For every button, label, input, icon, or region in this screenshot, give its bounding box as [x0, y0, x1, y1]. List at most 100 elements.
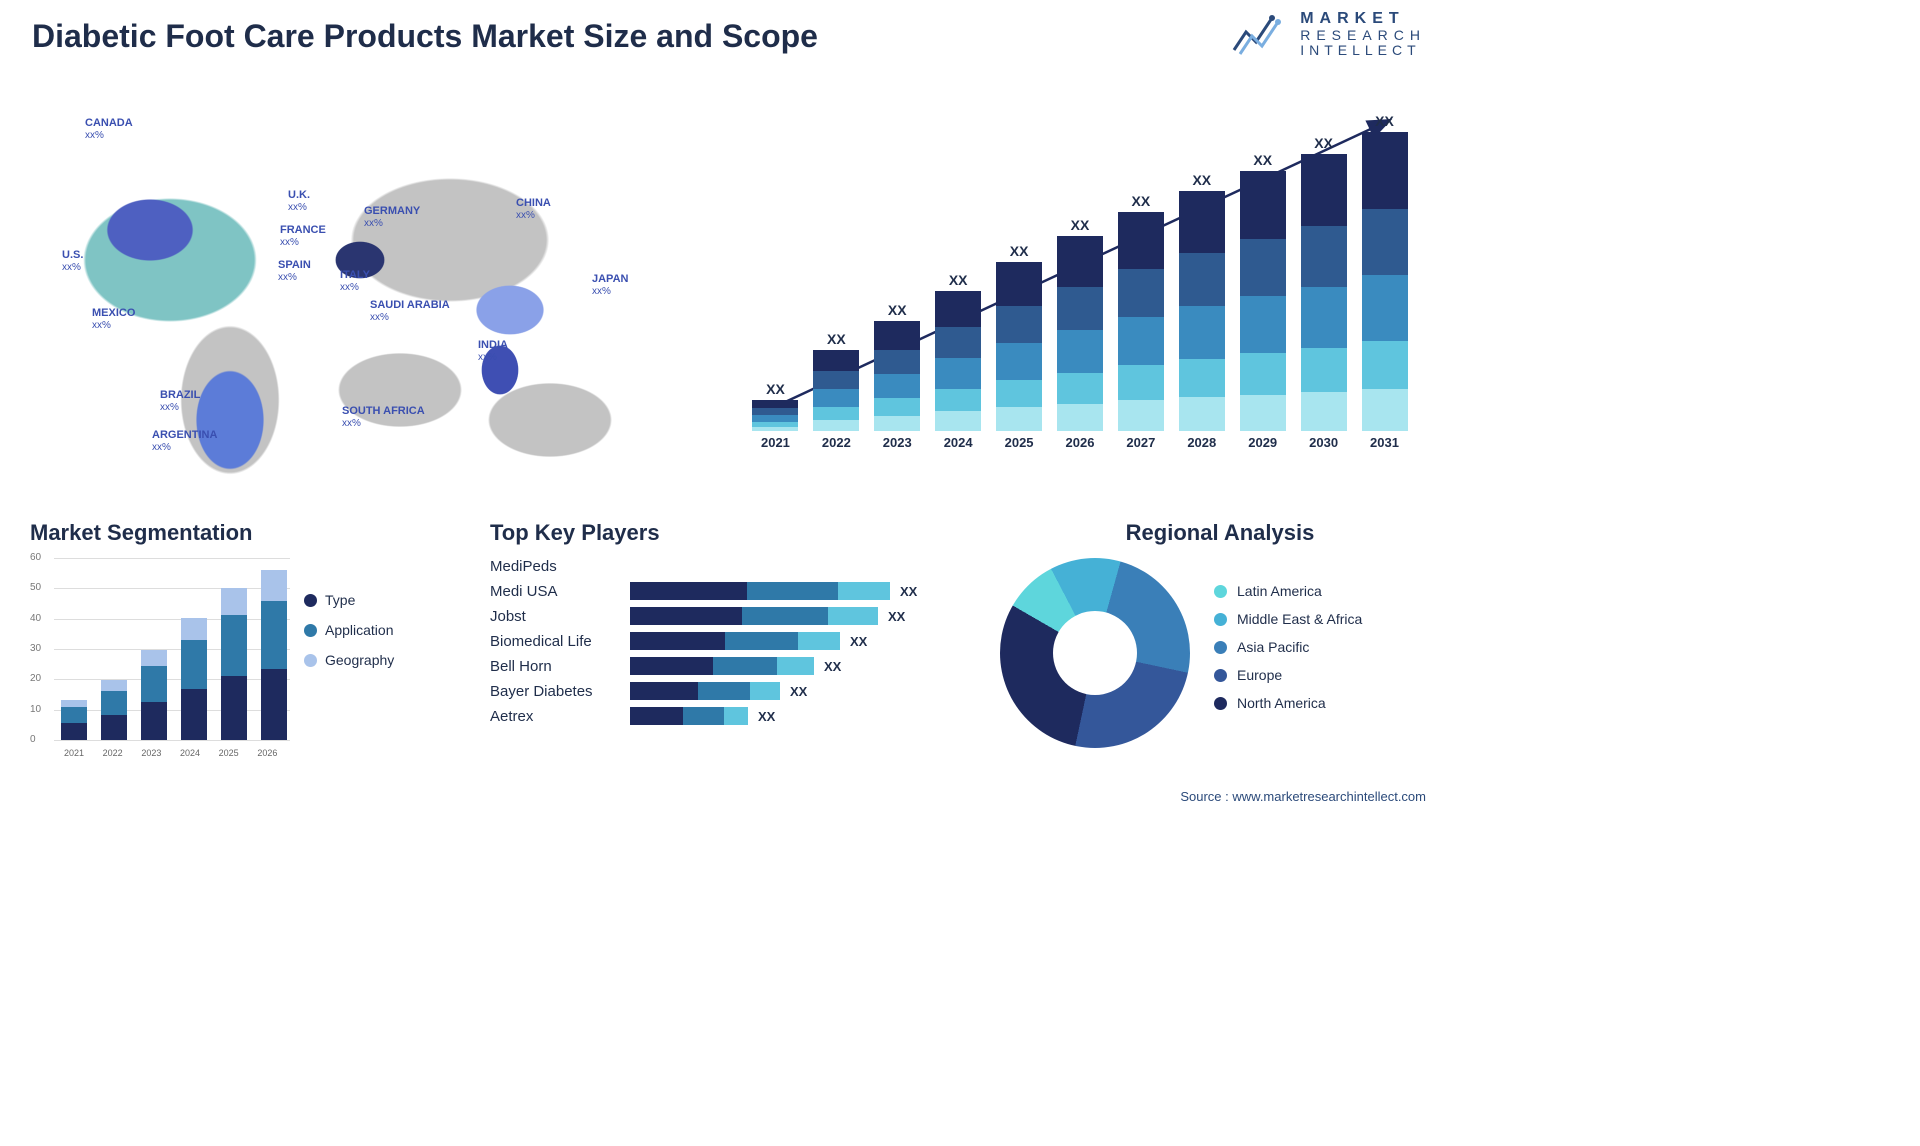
key-player-name: Jobst [490, 608, 630, 625]
seg-xlabel: 2023 [135, 748, 167, 758]
forecast-year-label: 2025 [1005, 435, 1034, 450]
key-player-value: XX [900, 584, 917, 599]
seg-bar-2022 [101, 680, 127, 740]
key-player-name: Biomedical Life [490, 633, 630, 650]
forecast-bar-2023: XX 2023 [872, 302, 923, 450]
forecast-bar-2026: XX 2026 [1055, 217, 1106, 450]
seg-bar-2025 [221, 588, 247, 740]
map-label-saudi-arabia: SAUDI ARABIAxx% [370, 300, 450, 323]
seg-xlabel: 2021 [58, 748, 90, 758]
key-player-name: Aetrex [490, 708, 630, 725]
key-player-row: Bayer Diabetes XX [490, 682, 980, 700]
key-player-name: MediPeds [490, 558, 630, 575]
seg-bar-2021 [61, 700, 87, 740]
map-label-japan: JAPANxx% [592, 274, 628, 297]
key-player-value: XX [888, 609, 905, 624]
seg-ytick: 10 [30, 704, 41, 715]
key-player-name: Medi USA [490, 583, 630, 600]
map-label-france: FRANCExx% [280, 225, 326, 248]
map-label-argentina: ARGENTINAxx% [152, 430, 217, 453]
forecast-bar-value: XX [1253, 152, 1272, 168]
seg-legend-item: Application [304, 622, 394, 638]
key-player-name: Bell Horn [490, 658, 630, 675]
seg-bar-2026 [261, 570, 287, 740]
regional-donut-chart [1000, 558, 1190, 748]
key-player-value: XX [790, 684, 807, 699]
seg-ytick: 30 [30, 643, 41, 654]
forecast-year-label: 2022 [822, 435, 851, 450]
logo-icon [1232, 12, 1288, 56]
seg-ytick: 0 [30, 734, 36, 745]
forecast-year-label: 2024 [944, 435, 973, 450]
key-player-row: Biomedical Life XX [490, 632, 980, 650]
forecast-bar-value: XX [888, 302, 907, 318]
forecast-bar-value: XX [949, 272, 968, 288]
segmentation-legend: TypeApplicationGeography [304, 592, 394, 682]
world-map: CANADAxx% U.S.xx% MEXICOxx% BRAZILxx% ARGENT… [30, 90, 710, 490]
forecast-year-label: 2029 [1248, 435, 1277, 450]
key-player-value: XX [758, 709, 775, 724]
forecast-bar-value: XX [1192, 172, 1211, 188]
market-segmentation-section: Market Segmentation 0 10 20 30 40 50 60 2021 202… [30, 520, 470, 758]
forecast-year-label: 2027 [1126, 435, 1155, 450]
forecast-year-label: 2026 [1066, 435, 1095, 450]
seg-ytick: 60 [30, 552, 41, 563]
map-label-spain: SPAINxx% [278, 260, 311, 283]
forecast-year-label: 2030 [1309, 435, 1338, 450]
seg-xlabel: 2024 [174, 748, 206, 758]
regional-legend-item: North America [1214, 695, 1362, 711]
key-players-section: Top Key Players MediPeds Medi USA XX Jobst X… [490, 520, 980, 732]
forecast-bar-2024: XX 2024 [933, 272, 984, 450]
map-label-brazil: BRAZILxx% [160, 390, 200, 413]
forecast-bar-2028: XX2028 [1176, 172, 1227, 450]
forecast-bar-2025: XX 2025 [994, 243, 1045, 450]
forecast-year-label: 2021 [761, 435, 790, 450]
forecast-bar-value: XX [1132, 193, 1151, 209]
map-label-u-s-: U.S.xx% [62, 250, 83, 273]
seg-xlabel: 2025 [213, 748, 245, 758]
map-label-india: INDIAxx% [478, 340, 508, 363]
forecast-bar-2021: XX 2021 [750, 381, 801, 450]
key-player-row: Jobst XX [490, 607, 980, 625]
logo-text-1: MARKET [1300, 10, 1426, 28]
forecast-year-label: 2023 [883, 435, 912, 450]
map-label-italy: ITALYxx% [340, 270, 370, 293]
source-attribution: Source : www.marketresearchintellect.com [1180, 789, 1426, 804]
brand-logo: MARKET RESEARCH INTELLECT [1232, 10, 1426, 58]
regional-heading: Regional Analysis [1000, 520, 1440, 546]
map-label-germany: GERMANYxx% [364, 206, 420, 229]
segmentation-heading: Market Segmentation [30, 520, 470, 546]
forecast-bar-2029: XX 2029 [1237, 152, 1288, 450]
map-label-canada: CANADAxx% [85, 118, 133, 141]
forecast-bar-2027: XX 2027 [1115, 193, 1166, 450]
key-player-row: MediPeds [490, 558, 980, 575]
logo-text-2: RESEARCH [1300, 28, 1426, 43]
regional-analysis-section: Regional Analysis Latin AmericaMiddle Ea… [1000, 520, 1440, 748]
forecast-bar-value: XX [827, 331, 846, 347]
logo-text-3: INTELLECT [1300, 43, 1426, 58]
forecast-bar-value: XX [1071, 217, 1090, 233]
map-label-china: CHINAxx% [516, 198, 551, 221]
forecast-bar-value: XX [766, 381, 785, 397]
seg-bar-2023 [141, 650, 167, 740]
regional-legend-item: Asia Pacific [1214, 639, 1362, 655]
forecast-bar-value: XX [1314, 135, 1333, 151]
seg-bar-2024 [181, 618, 207, 740]
forecast-bar-value: XX [1010, 243, 1029, 259]
forecast-year-label: 2031 [1370, 435, 1399, 450]
regional-legend-item: Middle East & Africa [1214, 611, 1362, 627]
seg-ytick: 20 [30, 673, 41, 684]
map-label-mexico: MEXICOxx% [92, 308, 135, 331]
seg-ytick: 40 [30, 613, 41, 624]
seg-xlabel: 2022 [97, 748, 129, 758]
key-player-row: Bell HornXX [490, 657, 980, 675]
seg-legend-item: Geography [304, 652, 394, 668]
key-player-name: Bayer Diabetes [490, 683, 630, 700]
seg-ytick: 50 [30, 582, 41, 593]
map-label-u-k-: U.K.xx% [288, 190, 310, 213]
key-player-value: XX [850, 634, 867, 649]
key-players-heading: Top Key Players [490, 520, 980, 546]
regional-legend-item: Europe [1214, 667, 1362, 683]
regional-legend: Latin AmericaMiddle East & AfricaAsia Pa… [1214, 583, 1362, 723]
main-forecast-chart: XX2021XX2022XX2023XX2024XX2025XX2026XX20… [750, 110, 1410, 470]
